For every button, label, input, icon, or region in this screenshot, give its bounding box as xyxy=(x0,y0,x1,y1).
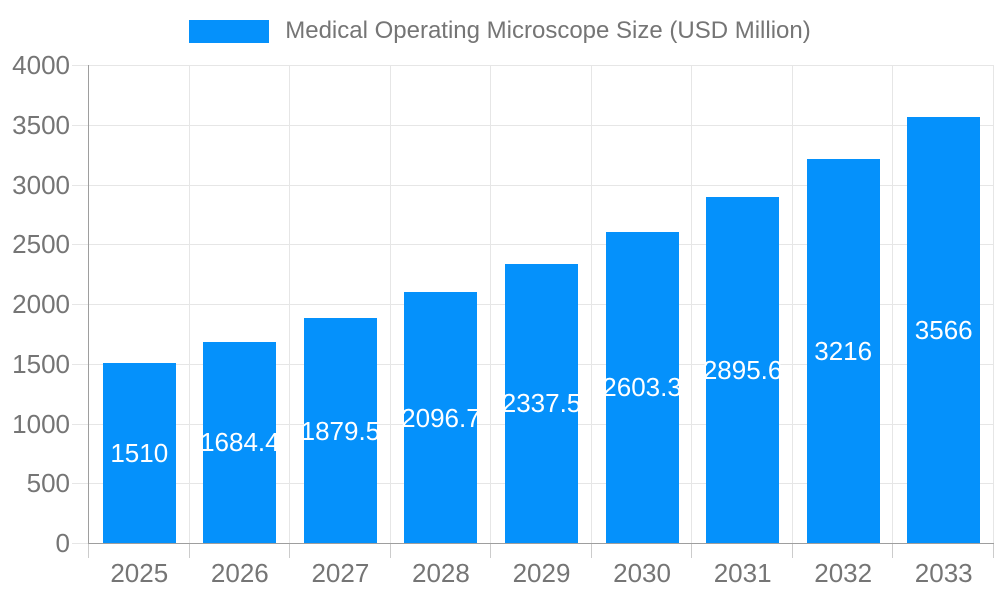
y-axis-label: 1000 xyxy=(12,408,70,439)
vertical-gridline xyxy=(289,65,291,543)
y-axis-label: 3000 xyxy=(12,169,70,200)
x-axis-label-2033: 2033 xyxy=(914,558,973,588)
x-axis-label-2027: 2027 xyxy=(311,558,370,588)
horizontal-gridline xyxy=(89,184,994,186)
bar-2025[interactable]: 1510 xyxy=(102,362,176,543)
x-axis-tick xyxy=(993,544,994,558)
y-axis-tick xyxy=(72,124,88,126)
vertical-gridline xyxy=(490,65,492,543)
bar-value-label: 2337.5 xyxy=(501,388,582,419)
bar-2032[interactable]: 3216 xyxy=(806,158,880,543)
x-axis-tick xyxy=(892,544,894,558)
y-axis-tick xyxy=(72,543,88,544)
x-axis-tick xyxy=(590,544,592,558)
x-axis-label-2030: 2030 xyxy=(613,558,671,588)
vertical-gridline xyxy=(188,65,190,543)
bar-value-label: 3216 xyxy=(814,335,873,366)
x-axis-label-2025: 2025 xyxy=(110,558,169,588)
y-axis-label: 0 xyxy=(55,528,70,558)
bar-2031[interactable]: 2895.6 xyxy=(703,196,782,543)
bar-2033[interactable]: 3566 xyxy=(907,116,981,543)
bar-value-label: 3566 xyxy=(914,314,973,345)
y-axis-tick xyxy=(72,65,88,66)
x-axis-label-2029: 2029 xyxy=(512,558,571,588)
bar-value-label: 2096.7 xyxy=(401,402,481,433)
y-axis-tick xyxy=(72,483,88,485)
y-axis-tick xyxy=(72,304,88,305)
y-axis-label: 2500 xyxy=(12,229,70,260)
x-axis-label-2028: 2028 xyxy=(412,558,470,588)
horizontal-gridline xyxy=(89,124,994,126)
legend-swatch xyxy=(189,19,270,43)
bar-2026[interactable]: 1684.4 xyxy=(200,341,280,543)
bar-value-label: 1510 xyxy=(110,437,169,468)
horizontal-gridline xyxy=(89,65,994,66)
x-axis-tick xyxy=(289,544,291,558)
x-axis-tick xyxy=(791,544,793,558)
bar-2029[interactable]: 2337.5 xyxy=(502,263,581,543)
x-axis-tick xyxy=(490,544,492,558)
x-axis-label-2032: 2032 xyxy=(814,558,873,588)
x-axis-label-2026: 2026 xyxy=(210,558,269,588)
x-axis-tick xyxy=(188,544,190,558)
y-axis-label: 2000 xyxy=(12,289,70,319)
y-axis-tick xyxy=(72,423,88,425)
x-axis-tick xyxy=(691,544,693,558)
y-axis-label: 500 xyxy=(26,468,70,499)
legend-item[interactable]: Medical Operating Microscope Size (USD M… xyxy=(189,17,811,45)
y-axis-tick xyxy=(72,184,88,186)
vertical-gridline xyxy=(791,65,793,543)
x-axis-label-2031: 2031 xyxy=(713,558,772,588)
horizontal-gridline xyxy=(89,244,994,246)
chart-legend: Medical Operating Microscope Size (USD M… xyxy=(0,14,1000,48)
y-axis-label: 1500 xyxy=(12,348,70,379)
chart-title: Medical Operating Microscope Size (USD M… xyxy=(285,17,811,44)
y-axis-label: 4000 xyxy=(12,50,70,80)
bar-value-label: 2603.3 xyxy=(602,372,682,403)
bar-value-label: 1684.4 xyxy=(200,427,280,458)
vertical-gridline xyxy=(993,65,994,543)
y-axis-label: 3500 xyxy=(12,109,70,140)
vertical-gridline xyxy=(590,65,592,543)
bar-value-label: 2895.6 xyxy=(702,354,783,385)
bar-2027[interactable]: 1879.5 xyxy=(301,318,380,543)
x-axis-tick xyxy=(389,544,391,558)
y-axis-tick xyxy=(72,363,88,365)
x-axis-tick xyxy=(88,544,89,558)
bar-value-label: 1879.5 xyxy=(300,415,381,446)
bar-2030[interactable]: 2603.3 xyxy=(602,231,682,543)
y-axis-tick xyxy=(72,244,88,246)
vertical-gridline xyxy=(691,65,693,543)
plot-area: 0 500 1000 1500 2000 2500 3000 3500 4000 1510 2025… xyxy=(12,52,994,586)
bar-2028[interactable]: 2096.7 xyxy=(401,292,481,543)
vertical-gridline xyxy=(389,65,391,543)
vertical-gridline xyxy=(892,65,894,543)
